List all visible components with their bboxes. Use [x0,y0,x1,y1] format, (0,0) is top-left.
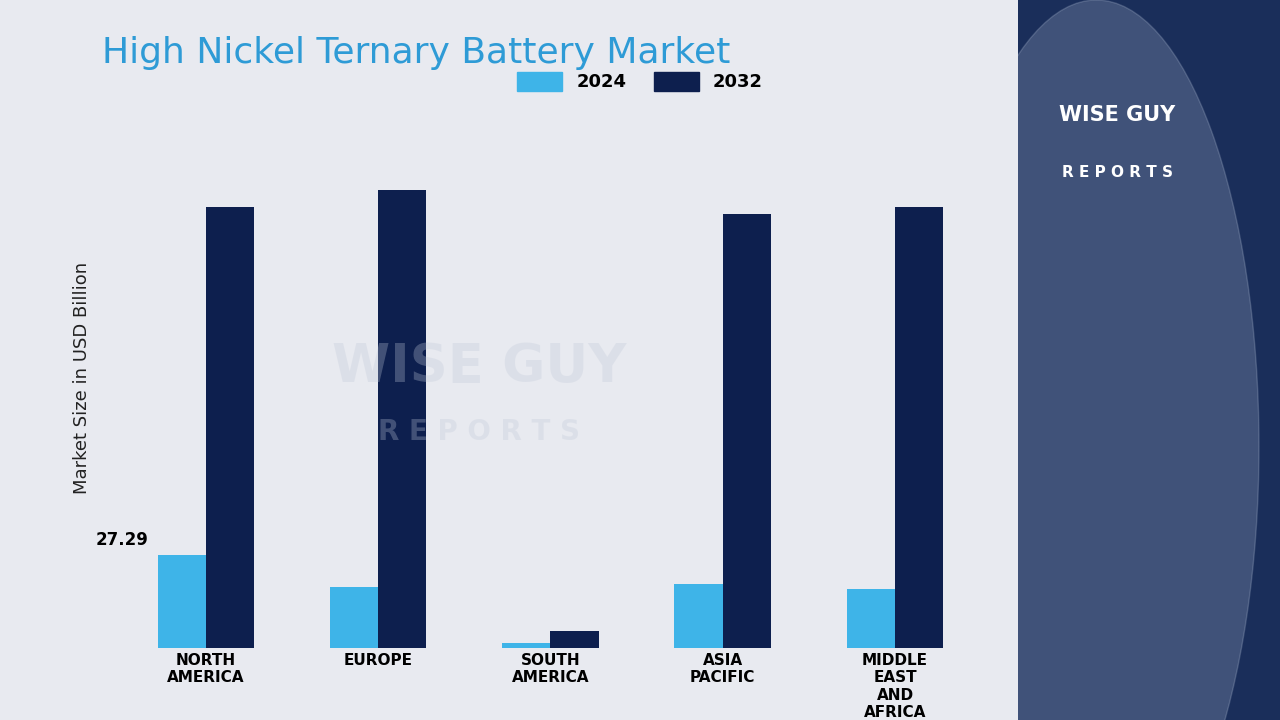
Text: R E P O R T S: R E P O R T S [378,418,580,446]
Bar [502,643,550,648]
Bar [330,587,378,648]
Bar [206,207,253,648]
Bar [723,214,771,648]
Y-axis label: Market Size in USD Billion: Market Size in USD Billion [73,262,91,494]
Bar [550,631,599,648]
Bar [675,584,723,648]
Bar [378,190,426,648]
Text: WISE GUY: WISE GUY [332,341,626,393]
Text: High Nickel Ternary Battery Market: High Nickel Ternary Battery Market [102,36,731,70]
Text: R E P O R T S: R E P O R T S [1062,166,1172,180]
Circle shape [933,0,1260,720]
Bar [157,556,206,648]
Bar [895,207,943,648]
Text: 27.29: 27.29 [96,531,148,549]
Legend: 2024, 2032: 2024, 2032 [508,63,772,100]
Text: WISE GUY: WISE GUY [1059,105,1175,125]
Bar [847,589,895,648]
